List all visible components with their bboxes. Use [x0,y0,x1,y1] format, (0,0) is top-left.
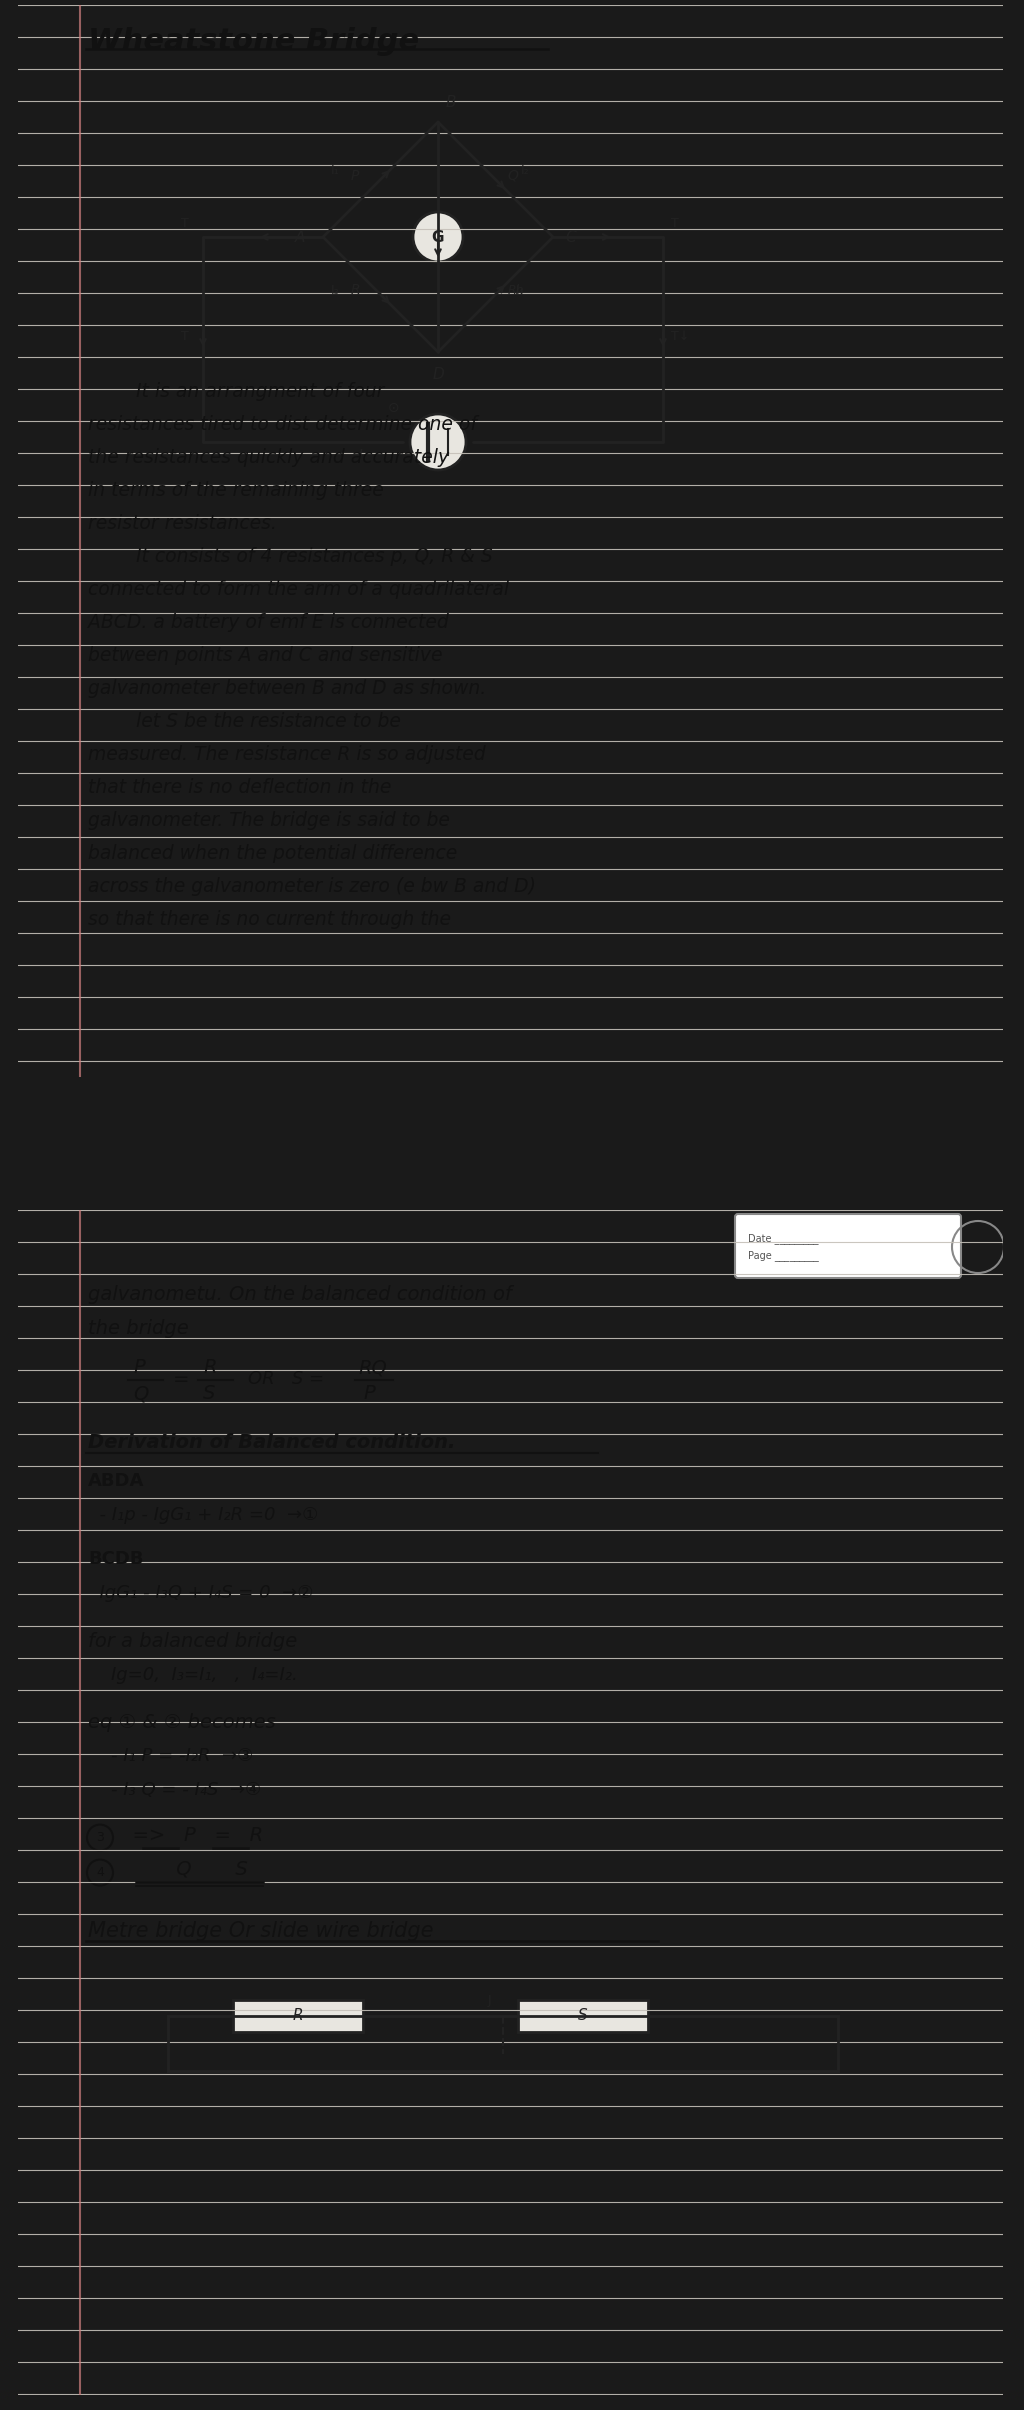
Text: galvanometer. The bridge is said to be: galvanometer. The bridge is said to be [88,812,450,829]
Text: I: I [358,448,362,465]
Text: Derivation of Balanced condition.: Derivation of Balanced condition. [88,1434,456,1451]
Text: balanced when the potential difference: balanced when the potential difference [88,844,458,863]
Text: Date _________: Date _________ [748,1234,818,1244]
Text: R: R [350,284,360,296]
Text: resistances tired to dist determine one of: resistances tired to dist determine one … [88,415,477,434]
Text: across the galvanometer is zero (e bw B and D): across the galvanometer is zero (e bw B … [88,877,536,897]
Text: =: = [173,1369,189,1388]
Text: eq ① & ② becomes: eq ① & ② becomes [88,1714,275,1733]
Text: galvanometer between B and D as shown.: galvanometer between B and D as shown. [88,680,486,699]
Text: I₂: I₂ [520,164,529,178]
Text: IgG₁ - I₃Q + I₄S = 0  →②: IgG₁ - I₃Q + I₄S = 0 →② [88,1583,313,1603]
Text: Q: Q [133,1383,148,1403]
Circle shape [410,415,466,470]
Text: let S be the resistance to be: let S be the resistance to be [88,711,400,730]
Text: P: P [362,1383,375,1403]
Text: G: G [432,229,444,243]
Text: C: C [565,229,575,243]
Text: for a balanced bridge: for a balanced bridge [88,1632,297,1651]
Text: A: A [295,229,305,243]
Text: so that there is no current through the: so that there is no current through the [88,911,451,928]
Text: It is an arrangment of four: It is an arrangment of four [88,383,384,400]
Text: J: J [488,1993,492,2008]
Text: I₁: I₁ [331,164,339,178]
Circle shape [413,212,463,263]
FancyBboxPatch shape [233,2000,362,2032]
Text: ABCD. a battery of emf E is connected: ABCD. a battery of emf E is connected [88,612,449,631]
Text: R: R [203,1357,216,1376]
FancyBboxPatch shape [518,2000,648,2032]
Text: P: P [350,169,358,183]
Text: resistor resistances.: resistor resistances. [88,513,276,533]
Text: I₃: I₃ [331,284,339,296]
Text: 4: 4 [96,1865,104,1880]
Text: R: R [293,2008,303,2024]
Text: BCDB: BCDB [88,1550,143,1569]
Text: ABDA: ABDA [88,1473,144,1489]
Text: 3: 3 [96,1832,104,1844]
Text: Wheatstone Bridge: Wheatstone Bridge [88,27,419,55]
Text: in terms of the remaining three: in terms of the remaining three [88,482,384,499]
Text: =>   P   =   R: => P = R [120,1827,263,1844]
Text: - I₁ P = -I₂R  →③: - I₁ P = -I₂R →③ [88,1747,253,1767]
Text: B: B [446,94,457,111]
Text: connected to form the arm of a quadrilateral: connected to form the arm of a quadrilat… [88,581,509,600]
Text: Q       S: Q S [120,1861,248,1880]
Text: - I₃ Q = - I₄S  →④: - I₃ Q = - I₄S →④ [88,1781,261,1800]
Text: the bridge: the bridge [88,1318,188,1338]
Text: D: D [432,366,443,383]
Text: galvanometu. On the balanced condition of: galvanometu. On the balanced condition o… [88,1285,512,1304]
Text: that there is no deflection in the: that there is no deflection in the [88,778,391,798]
Text: S: S [579,2008,588,2024]
Text: measured. The resistance R is so adjusted: measured. The resistance R is so adjuste… [88,745,485,764]
Text: OR   S =: OR S = [248,1369,325,1388]
FancyBboxPatch shape [735,1215,961,1277]
Text: Q: Q [508,169,518,183]
Text: T: T [671,217,679,229]
Text: I₄: I₄ [515,284,524,296]
Text: T: T [181,330,188,342]
Text: Ig=0,  I₃=I₁,   ,  I₄=I₂.: Ig=0, I₃=I₁, , I₄=I₂. [88,1665,298,1685]
Text: T↓: T↓ [671,330,689,342]
Text: Page _________: Page _________ [748,1251,819,1260]
Text: - I₁p - IgG₁ + I₂R =0  →①: - I₁p - IgG₁ + I₂R =0 →① [88,1506,318,1523]
Text: Metre bridge Or slide wire bridge: Metre bridge Or slide wire bridge [88,1921,433,1940]
Text: the resistances quickly and accurately: the resistances quickly and accurately [88,448,450,468]
Text: ⊙: ⊙ [388,400,399,415]
Text: It consists of 4 resistances p, Q, R & S: It consists of 4 resistances p, Q, R & S [88,547,493,566]
Text: Rh: Rh [508,284,524,296]
Text: T: T [181,217,188,229]
Text: between points A and C and sensitive: between points A and C and sensitive [88,646,442,665]
Text: P: P [133,1357,144,1376]
Text: RQ: RQ [358,1357,387,1376]
Text: S: S [203,1383,215,1403]
